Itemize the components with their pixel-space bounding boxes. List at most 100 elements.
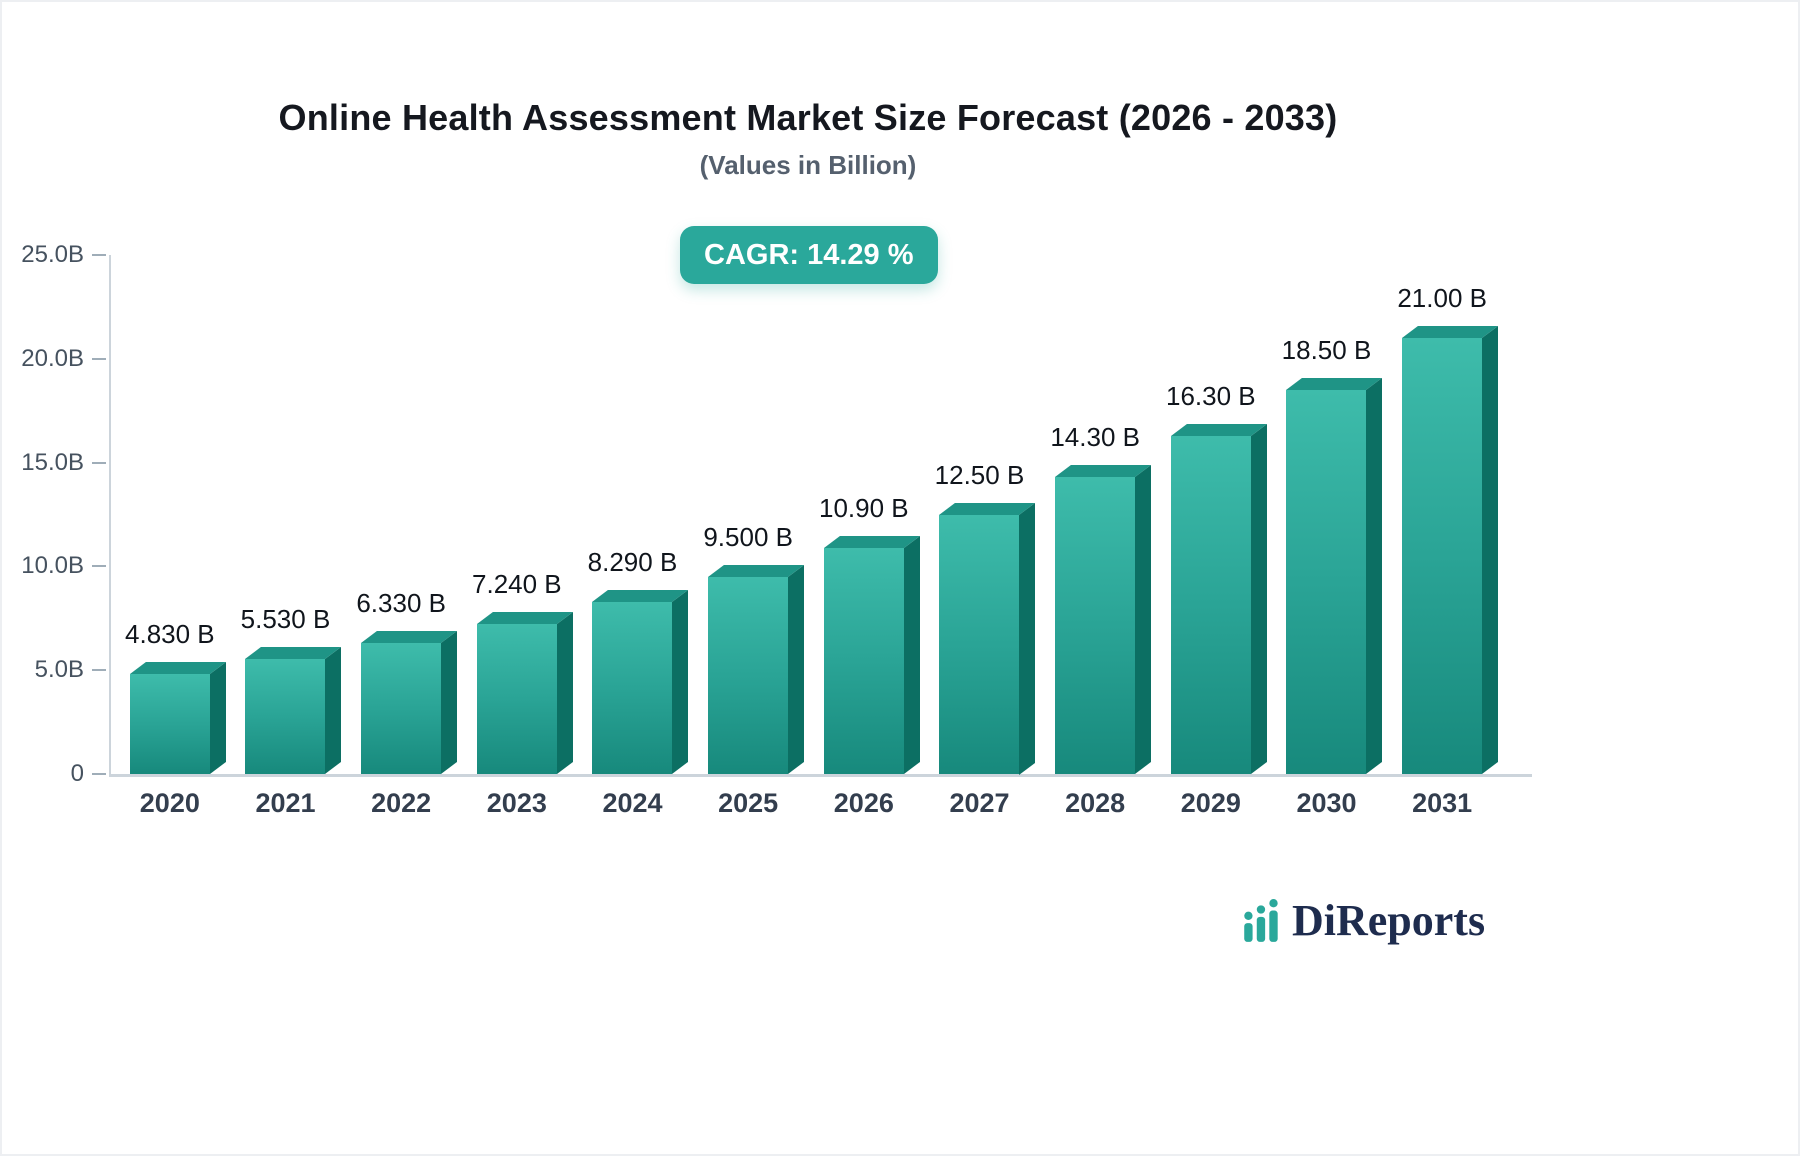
bar-group: 21.00 B 2031 [1384,255,1500,818]
y-tick: 10.0B [21,552,106,580]
bar-top-face [476,611,573,624]
bar-group: 14.30 B 2028 [1037,255,1153,818]
bar-top-face [823,535,920,548]
x-axis-label: 2021 [255,788,316,818]
logo-text: DiReports [1292,896,1486,945]
logo: DiReports [1242,898,1485,944]
x-axis-label: 2031 [1412,788,1473,818]
x-axis-label: 2026 [833,788,894,818]
x-axis-label: 2023 [486,788,547,818]
y-tick-label: 10.0B [21,552,84,580]
chart-title: Online Health Assessment Market Size For… [278,97,1338,138]
bar-group: 9.500 B 2025 [690,255,806,818]
bar-top-face [1402,326,1499,339]
bar-value-label: 5.530 B [240,604,331,635]
x-axis-label: 2020 [139,788,200,818]
bar-front-face [708,576,789,774]
y-tick-mark [92,254,106,256]
bar: 18.50 B [1282,335,1383,774]
y-tick-mark [92,357,106,360]
bar-front-face [1402,338,1483,774]
x-axis-label: 2022 [371,788,432,818]
bar-front-face [939,514,1020,774]
bar: 5.530 B [241,604,342,774]
y-tick-label: 20.0B [21,344,84,372]
bar-group: 6.330 B 2022 [343,255,459,818]
y-tick: 5.0B [35,656,106,684]
bar-side-face [1250,423,1267,774]
bar-group: 16.30 B 2029 [1153,255,1269,818]
y-tick: 0 [71,760,106,788]
bar-side-face [1019,502,1036,774]
bar-front-face [476,623,557,774]
cagr-badge-label: CAGR: 14.29 % [704,238,914,271]
x-axis-label: 2027 [949,788,1010,818]
bar: 7.240 B [472,569,573,774]
y-tick-mark [92,669,106,672]
y-tick-label: 0 [70,760,84,787]
bar-side-face [556,611,573,774]
bar-top-face [129,661,226,674]
x-axis-label: 2029 [1180,788,1241,818]
bar-front-face [1170,435,1251,774]
x-axis-label: 2030 [1296,788,1357,818]
bar-value-label: 18.50 B [1281,334,1372,365]
x-axis-line [109,774,1532,777]
bar-top-face [361,630,458,643]
bars-container: 4.830 B 2020 5.530 B 2021 6.330 B 2022 7.240 B… [112,255,1500,818]
bar: 9.500 B [703,522,805,774]
bar-value-label: 16.30 B [1166,380,1256,411]
y-tick-mark [92,565,106,568]
bar-group: 4.830 B 2020 [112,255,228,818]
y-tick-label: 15.0B [21,448,84,476]
bar-value-label: 9.500 B [703,521,793,552]
bar-group: 7.240 B 2023 [459,255,575,818]
bar-top-face [708,564,805,577]
y-tick: 15.0B [21,449,106,477]
y-tick-mark [92,461,106,464]
bar-value-label: 6.330 B [356,587,446,618]
bar-side-face [1482,325,1499,774]
bar-side-face [1135,465,1152,774]
bar-front-face [1055,477,1136,774]
bar-top-face [245,647,342,660]
bar-top-face [1055,465,1152,478]
y-axis: 0 5.0B 10.0B 15.0B 20.0B 25.0B [2,241,106,787]
bar-top-face [1286,377,1383,390]
bar-value-label: 7.240 B [472,568,562,599]
bar: 12.50 B [935,460,1036,774]
bar-side-face [672,589,689,774]
y-axis-line [109,255,111,777]
bar-front-face [245,659,326,774]
bar-front-face [592,601,673,774]
y-tick: 25.0B [21,241,106,269]
bar-value-label: 12.50 B [934,459,1025,490]
bar-group: 8.290 B 2024 [575,255,691,818]
y-tick: 20.0B [21,345,106,373]
bar-value-label: 4.830 B [125,618,215,649]
x-axis-label: 2028 [1065,788,1126,818]
bar: 16.30 B [1166,381,1267,774]
bar-side-face [1366,377,1383,774]
bar: 4.830 B [125,619,226,774]
bar-group: 10.90 B 2026 [806,255,922,818]
bar: 6.330 B [356,588,458,774]
cagr-badge: CAGR: 14.29 % [680,226,938,284]
bar-side-face [209,661,226,774]
bar-side-face [325,647,342,774]
bar: 14.30 B [1050,422,1152,774]
bar-front-face [361,642,442,774]
bar-top-face [1170,423,1267,436]
bar-front-face [129,673,210,774]
bar-top-face [939,502,1036,515]
bar-group: 5.530 B 2021 [228,255,344,818]
bar-group: 12.50 B 2027 [922,255,1038,818]
bar-value-label: 14.30 B [1050,422,1140,453]
bar: 10.90 B [819,493,920,774]
bar-side-face [441,630,458,774]
plot-area: 0 5.0B 10.0B 15.0B 20.0B 25.0B 4.830 B 2020 5.5… [21,241,1532,818]
x-axis-label: 2025 [718,788,779,818]
bar-value-label: 21.00 B [1397,283,1487,314]
bar-front-face [1286,389,1367,774]
